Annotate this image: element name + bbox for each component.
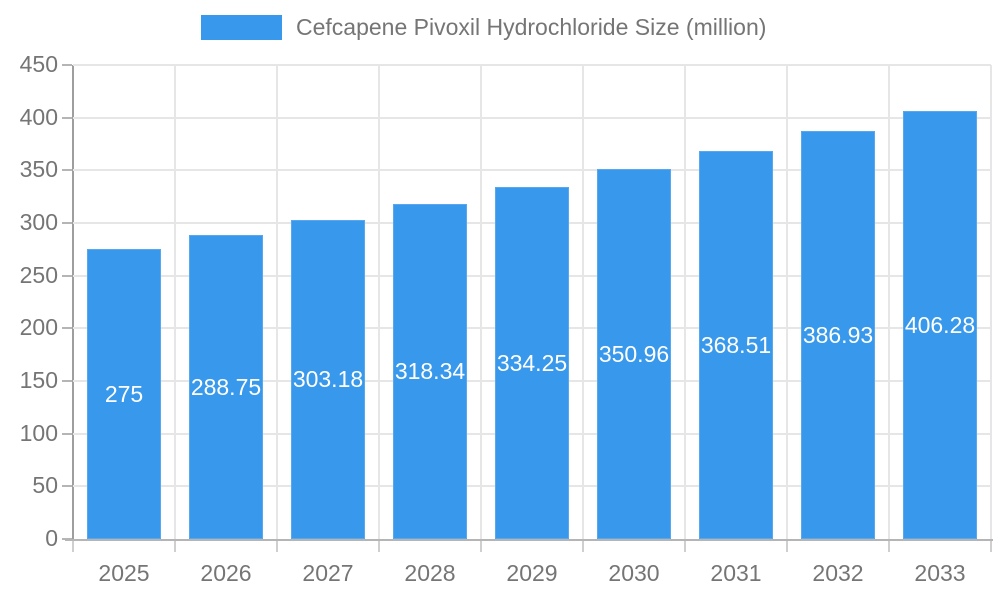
bar-2030[interactable]: 350.96 [597, 169, 671, 539]
y-axis-tick-label: 350 [19, 156, 58, 183]
bar-value-label: 406.28 [904, 312, 976, 339]
y-axis-tick-label: 150 [19, 367, 58, 393]
h-gridline [73, 116, 991, 119]
x-axis-tick [582, 541, 584, 552]
v-gridline [582, 65, 584, 539]
bar-value-label: 275 [104, 381, 144, 408]
x-axis-tick-label: 2031 [710, 560, 762, 586]
y-axis-tick [62, 169, 72, 172]
x-axis-tick [684, 541, 686, 552]
y-axis-tick-label: 100 [19, 419, 58, 446]
v-gridline [684, 65, 686, 539]
bar-value-label: 350.96 [598, 341, 670, 368]
x-axis-tick-label: 2030 [608, 560, 660, 586]
bar-2027[interactable]: 303.18 [291, 219, 365, 539]
bar-value-label: 303.18 [292, 366, 364, 393]
y-axis-tick-label: 0 [45, 525, 58, 551]
x-axis-tick-label: 2028 [404, 560, 456, 586]
y-axis-tick-label: 400 [19, 103, 58, 130]
y-axis-tick [62, 116, 72, 119]
x-axis-line [65, 539, 993, 541]
chart-legend[interactable]: Cefcapene Pivoxil Hydrochloride Size (mi… [201, 14, 766, 41]
legend-label: Cefcapene Pivoxil Hydrochloride Size (mi… [296, 14, 767, 40]
bar-value-label: 368.51 [700, 331, 772, 358]
x-axis-tick [174, 541, 176, 552]
bar-value-label: 334.25 [496, 349, 568, 376]
legend-swatch [201, 15, 282, 40]
y-axis-line [72, 65, 74, 541]
x-axis-tick-label: 2026 [200, 560, 252, 586]
y-axis-tick [62, 222, 72, 224]
y-axis-tick-label: 50 [32, 472, 58, 499]
y-axis-tick-label: 200 [19, 314, 58, 341]
y-axis-tick-label: 450 [19, 51, 58, 77]
x-axis-tick-label: 2027 [302, 560, 354, 586]
y-axis-tick [62, 327, 72, 330]
bar-2032[interactable]: 386.93 [801, 131, 875, 539]
bar-value-label: 386.93 [802, 322, 874, 349]
v-gridline [480, 65, 482, 539]
y-axis-tick [62, 380, 72, 382]
v-gridline [378, 65, 380, 539]
bar-value-label: 318.34 [394, 358, 466, 385]
bar-2028[interactable]: 318.34 [393, 203, 467, 539]
plot-area: 275 288.75 303.18 318.34 334.25 350.96 368.51 3… [73, 64, 992, 539]
y-axis-tick [62, 64, 72, 66]
x-axis-tick [480, 541, 482, 552]
bar-2031[interactable]: 368.51 [699, 150, 773, 539]
bar-2029[interactable]: 334.25 [495, 186, 569, 539]
x-axis-tick-label: 2033 [914, 560, 966, 586]
h-gridline [73, 64, 991, 66]
bar-2025[interactable]: 275 [87, 249, 161, 539]
bar-value-label: 288.75 [190, 373, 262, 400]
bar-2033[interactable]: 406.28 [903, 111, 977, 539]
h-gridline [73, 169, 991, 172]
x-axis-tick [72, 541, 74, 552]
x-axis-tick [990, 541, 992, 552]
x-axis-tick-label: 2025 [98, 560, 150, 586]
y-axis-tick [62, 432, 72, 435]
x-axis-tick [786, 541, 788, 552]
y-axis-tick [62, 274, 72, 277]
x-axis-tick [378, 541, 380, 552]
x-axis-tick [888, 541, 890, 552]
y-axis-tick-label: 300 [19, 209, 58, 235]
y-axis-tick-label: 250 [19, 261, 58, 288]
x-axis-tick-label: 2032 [812, 560, 864, 586]
y-axis-tick [62, 538, 72, 540]
v-gridline [990, 65, 992, 539]
v-gridline [276, 65, 278, 539]
x-axis-tick [276, 541, 278, 552]
bar-2026[interactable]: 288.75 [189, 234, 263, 539]
v-gridline [888, 65, 890, 539]
v-gridline [786, 65, 788, 539]
y-axis-tick [62, 485, 72, 488]
x-axis-tick-label: 2029 [506, 560, 558, 586]
v-gridline [174, 65, 176, 539]
